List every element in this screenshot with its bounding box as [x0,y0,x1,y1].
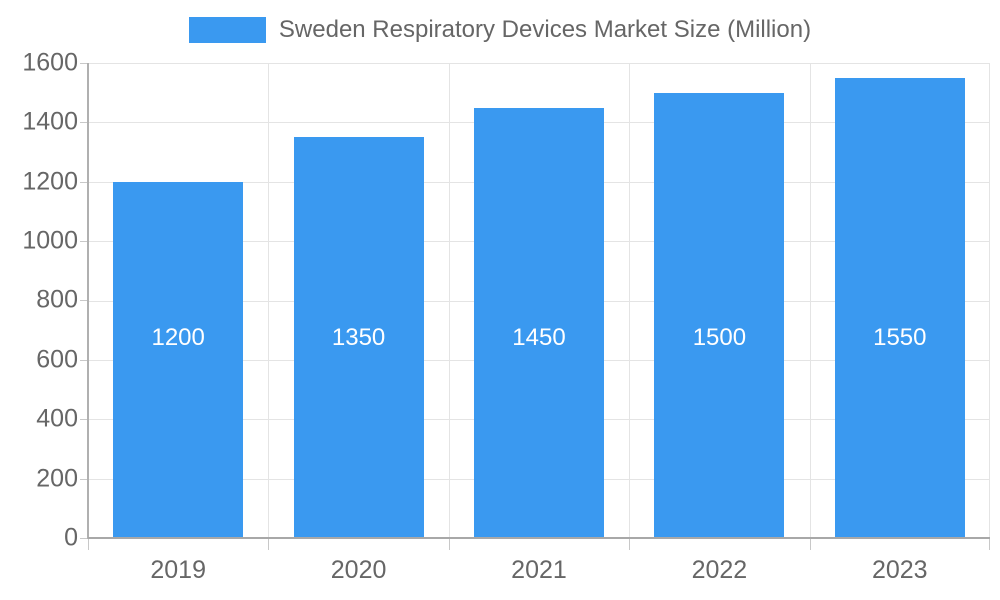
plot-area: 1200 1350 1450 1500 1550 [88,63,990,538]
chart-legend: Sweden Respiratory Devices Market Size (… [0,0,1000,60]
x-axis-tick-mark [268,539,270,550]
x-axis-tick-mark [448,539,450,550]
y-axis-tick-label: 200 [36,464,78,493]
bar-2023[interactable]: 1550 [834,77,965,538]
gridline-vertical [989,63,990,538]
bar-value-label: 1350 [331,323,386,351]
bar-2019[interactable]: 1200 [113,181,244,538]
gridline-vertical [629,63,631,538]
gridline-vertical [809,63,811,538]
y-axis-tick-label: 800 [36,285,78,314]
y-axis-line [87,63,89,539]
y-axis-tick-label: 1400 [22,107,78,136]
x-axis-tick-label: 2021 [511,556,567,584]
y-axis-labels: 0 200 400 600 800 1000 1200 1400 1600 [0,0,78,600]
y-axis-tick-label: 1600 [22,48,78,77]
x-axis-tick-mark [989,539,990,550]
y-axis-tick-mark [80,62,88,64]
bar-value-label: 1450 [512,323,566,351]
legend-color-swatch-icon [188,17,266,43]
bar-value-label: 1200 [151,323,205,351]
bar-2021[interactable]: 1450 [474,107,604,538]
x-axis-tick-mark [629,539,631,550]
y-axis-tick-label: 0 [64,523,78,552]
bar-2020[interactable]: 1350 [293,137,424,538]
y-axis-tick-mark [80,122,88,124]
y-axis-tick-mark [80,359,88,361]
legend-item-label: Sweden Respiratory Devices Market Size (… [278,16,812,43]
bar-2022[interactable]: 1500 [654,92,785,538]
y-axis-tick-mark [80,300,88,302]
gridline-vertical [268,63,270,538]
x-axis-tick-mark [809,539,811,550]
y-axis-tick-mark [80,419,88,421]
x-axis-tick-mark [88,539,89,550]
y-axis-tick-mark [80,181,88,183]
bar-value-label: 1550 [873,323,927,351]
x-axis-tick-label: 2022 [691,556,748,584]
x-axis-tick-label: 2020 [330,556,387,584]
y-axis-tick-label: 1200 [22,167,78,196]
y-axis-tick-mark [80,241,88,242]
y-axis-tick-mark [80,538,88,539]
legend-item-sweden-respiratory-devices-market-size[interactable]: Sweden Respiratory Devices Market Size (… [188,16,812,43]
y-axis-tick-label: 400 [36,404,78,433]
y-axis-tick-mark [80,478,88,480]
x-axis-line [88,537,990,539]
y-axis-tick-label: 1000 [22,226,78,255]
gridline-horizontal [88,63,990,64]
gridline-vertical [448,63,450,538]
x-axis-tick-label: 2019 [150,556,206,584]
y-axis-tick-label: 600 [36,345,78,374]
x-axis-tick-label: 2023 [871,556,928,584]
bar-value-label: 1500 [692,323,747,351]
